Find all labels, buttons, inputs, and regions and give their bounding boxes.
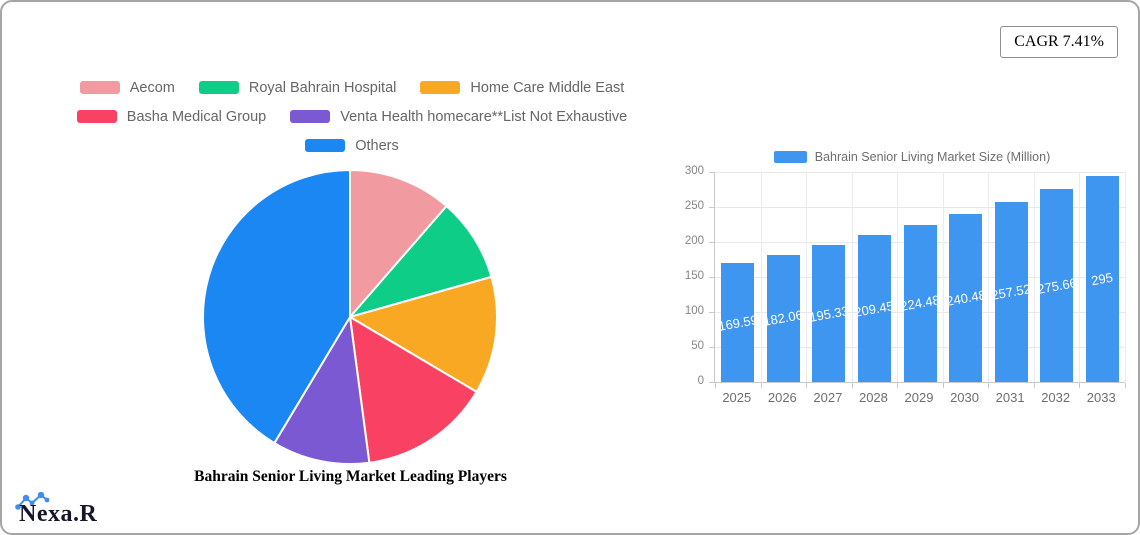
y-axis-label: 250 <box>684 200 704 212</box>
bar-legend-item[interactable]: Bahrain Senior Living Market Size (Milli… <box>702 150 1122 164</box>
x-axis-tick <box>988 383 990 388</box>
bar-2028[interactable] <box>857 235 891 382</box>
pie-slice-royal-bahrain-hospital[interactable] <box>349 205 493 318</box>
v-gridline <box>851 172 853 382</box>
pie-slice-others[interactable] <box>201 169 351 445</box>
bar-2026[interactable] <box>766 254 800 382</box>
y-axis-tick <box>709 242 714 243</box>
y-axis-label: 300 <box>684 165 704 177</box>
pie-legend-row: Others <box>2 131 702 160</box>
bar-legend-swatch-icon <box>773 151 807 163</box>
x-axis-label: 2033 <box>1086 390 1116 405</box>
legend-item-label: Royal Bahrain Hospital <box>248 79 397 96</box>
legend-item-label: Home Care Middle East <box>470 79 625 96</box>
legend-item-others[interactable]: Others <box>305 138 399 154</box>
legend-item-label: Venta Health homecare**List Not Exhausti… <box>340 108 628 125</box>
legend-swatch-icon <box>198 81 239 94</box>
legend-item-royal-bahrain-hospital[interactable]: Royal Bahrain Hospital <box>198 79 397 96</box>
bar-2032[interactable] <box>1040 189 1074 382</box>
bar-2029[interactable] <box>903 224 937 382</box>
x-axis-tick <box>1125 383 1126 388</box>
pie-slice-home-care-middle-east[interactable] <box>349 275 498 393</box>
logo-network-icon <box>15 492 50 510</box>
x-axis-tick <box>1079 383 1081 388</box>
bar-x-axis-labels: 2025 2026 2027 2028 2029 2030 2031 2032 2033 <box>714 390 1124 406</box>
v-gridline <box>942 172 944 382</box>
legend-item-home-care-middle-east[interactable]: Home Care Middle East <box>420 80 624 96</box>
legend-swatch-icon <box>290 110 331 123</box>
pie-legend: Aecom Royal Bahrain Hospital Home Care Mid… <box>2 73 702 160</box>
x-axis-label: 2032 <box>1041 390 1071 405</box>
bar-2031[interactable] <box>994 201 1028 382</box>
bar-2027[interactable] <box>812 245 846 382</box>
x-axis-label: 2026 <box>767 390 797 405</box>
x-axis-tick <box>760 383 762 388</box>
x-axis-label: 2027 <box>813 390 843 405</box>
v-gridline <box>1125 172 1126 382</box>
y-axis-tick <box>709 347 714 348</box>
legend-swatch-icon <box>76 110 117 123</box>
pie-legend-row: Aecom Royal Bahrain Hospital Home Care Mid… <box>2 73 702 102</box>
x-axis-tick <box>715 383 716 388</box>
h-gridline <box>715 207 1125 208</box>
bar-2025[interactable] <box>721 263 755 382</box>
pie-slice-basha-medical-group[interactable] <box>349 316 478 464</box>
x-axis-tick <box>897 383 899 388</box>
x-axis-label: 2030 <box>950 390 979 405</box>
x-axis-label: 2025 <box>722 390 752 405</box>
pie-slice-aecom[interactable] <box>349 169 448 318</box>
cagr-badge: CAGR 7.41% <box>1000 26 1118 58</box>
pie-chart-title: Bahrain Senior Living Market Leading Pla… <box>194 468 507 485</box>
legend-item-label: Others <box>355 137 399 154</box>
bar-plot-area: 169.59 182.06 195.33 209.45 224.48 240.48 257.… <box>709 172 1126 388</box>
y-axis-label: 50 <box>691 340 704 352</box>
v-gridline <box>760 172 762 382</box>
x-axis-tick <box>851 383 853 388</box>
x-axis-label: 2028 <box>858 390 888 405</box>
legend-swatch-icon <box>420 81 461 94</box>
v-gridline <box>897 172 899 382</box>
nexa-logo: Nexa.R <box>14 492 134 533</box>
legend-swatch-icon <box>79 81 120 94</box>
pie-chart <box>201 169 498 465</box>
legend-item-basha-medical-group[interactable]: Basha Medical Group <box>76 108 267 125</box>
bar-2033[interactable] <box>1085 175 1119 382</box>
pie-slice-venta-health-homecare-list-not-exhaustive[interactable] <box>273 316 371 465</box>
v-gridline <box>1079 172 1081 382</box>
x-axis-tick <box>806 383 808 388</box>
y-axis-label: 0 <box>697 375 704 387</box>
v-gridline <box>806 172 808 382</box>
logo-text: Nexa.R <box>19 501 98 527</box>
legend-item-label: Basha Medical Group <box>126 108 267 125</box>
legend-item-label: Aecom <box>129 79 175 96</box>
y-axis-tick <box>709 207 714 208</box>
y-axis-tick <box>709 277 714 278</box>
x-axis-label: 2029 <box>904 390 934 405</box>
x-axis-tick <box>1033 383 1035 388</box>
bar-y-axis-labels: 0 50 100 150 200 250 300 <box>664 165 708 387</box>
legend-swatch-icon <box>305 139 346 152</box>
y-axis-tick <box>709 172 714 173</box>
y-axis-label: 100 <box>684 305 704 317</box>
v-gridline <box>1033 172 1035 382</box>
bar-legend-label: Bahrain Senior Living Market Size (Milli… <box>814 150 1051 164</box>
legend-item-aecom[interactable]: Aecom <box>79 79 175 96</box>
h-gridline <box>715 172 1125 173</box>
legend-item-venta-health-homecare-list-not-exhaustive[interactable]: Venta Health homecare**List Not Exhausti… <box>290 109 627 125</box>
x-axis-label: 2031 <box>995 390 1025 405</box>
y-axis-tick <box>709 382 714 383</box>
pie-legend-row: Basha Medical Group Venta Health homecare… <box>2 102 702 131</box>
x-axis-tick <box>942 383 944 388</box>
y-axis-tick <box>709 312 714 313</box>
y-axis-label: 150 <box>684 270 704 282</box>
y-axis-label: 200 <box>684 235 704 247</box>
v-gridline <box>988 172 990 382</box>
bar-2030[interactable] <box>949 213 983 382</box>
